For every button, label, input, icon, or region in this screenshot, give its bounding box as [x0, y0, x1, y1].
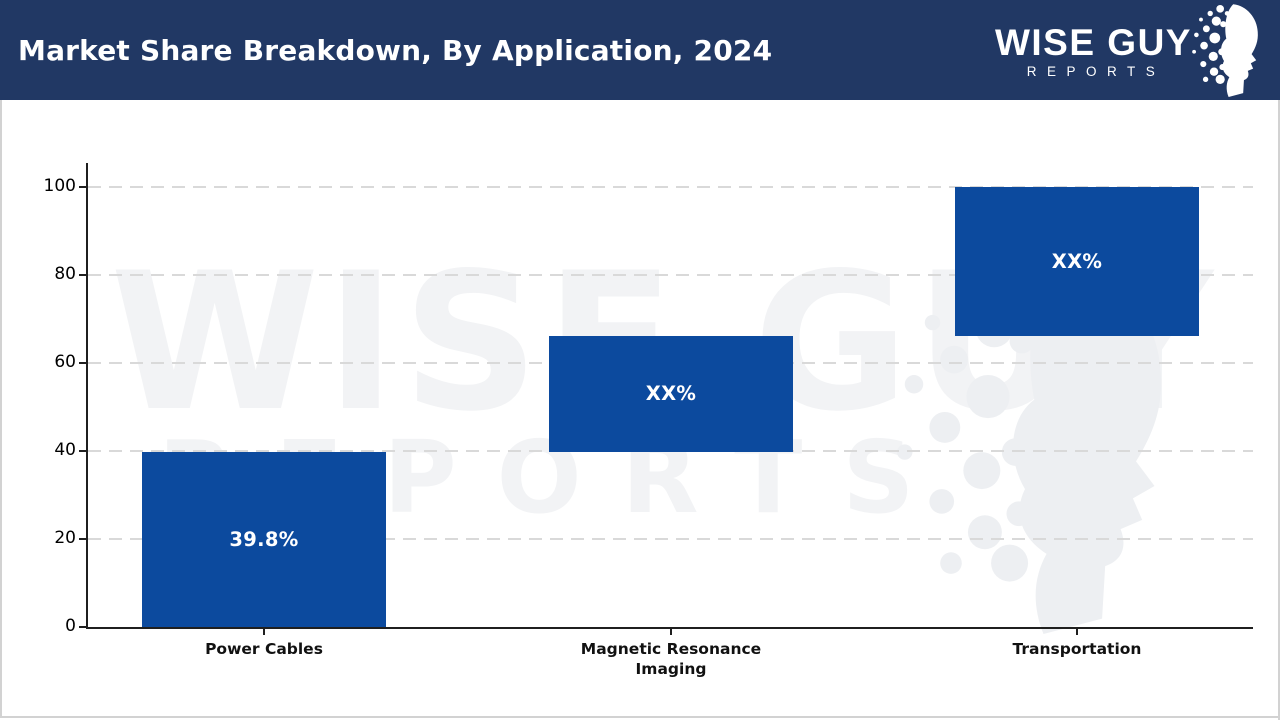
y-tick-80: [79, 274, 87, 276]
y-tick-label-100: 100: [43, 176, 76, 196]
right-edge-line: [1278, 100, 1280, 720]
logo-text: WISE GUY REPORTS: [995, 24, 1192, 79]
gridline-100: [88, 186, 1253, 188]
y-tick-0: [79, 626, 87, 628]
header: Market Share Breakdown, By Application, …: [0, 0, 1280, 100]
y-tick-label-0: 0: [65, 616, 76, 636]
category-label: Power Cables: [205, 640, 323, 658]
category-label: Transportation: [1012, 640, 1142, 658]
bar-value-label: XX%: [645, 382, 697, 406]
y-tick-label-20: 20: [54, 528, 76, 548]
y-tick-label-60: 60: [54, 352, 76, 372]
y-tick-20: [79, 538, 87, 540]
logo-reports-label: REPORTS: [1026, 63, 1166, 79]
x-tick-0: [263, 629, 265, 635]
gridline-20: [88, 538, 1253, 540]
bar-value-label: 39.8%: [229, 527, 299, 551]
bar-value-label: XX%: [1051, 249, 1103, 273]
bottom-divider: [0, 716, 1280, 718]
bar-segment: XX%: [955, 187, 1199, 336]
y-tick-40: [79, 450, 87, 452]
wise-guy-logo: WISE GUY REPORTS: [995, 1, 1270, 101]
page-title: Market Share Breakdown, By Application, …: [18, 33, 773, 67]
x-axis-line: [86, 627, 1253, 629]
bar-segment: XX%: [549, 335, 793, 452]
x-tick-1: [670, 629, 672, 635]
y-tick-label-80: 80: [54, 264, 76, 284]
logo-wordmark: WISE GUY: [994, 21, 1192, 63]
gridline-80: [88, 274, 1253, 276]
bar-segment: 39.8%: [142, 451, 386, 627]
y-axis-line: [86, 163, 88, 629]
y-tick-60: [79, 362, 87, 364]
wise-guy-head-icon: [1192, 4, 1258, 97]
y-tick-100: [79, 186, 87, 188]
left-edge-line: [0, 100, 2, 716]
category-label: Magnetic Resonance Imaging: [580, 640, 762, 679]
x-tick-2: [1076, 629, 1078, 635]
y-tick-label-40: 40: [54, 440, 76, 460]
